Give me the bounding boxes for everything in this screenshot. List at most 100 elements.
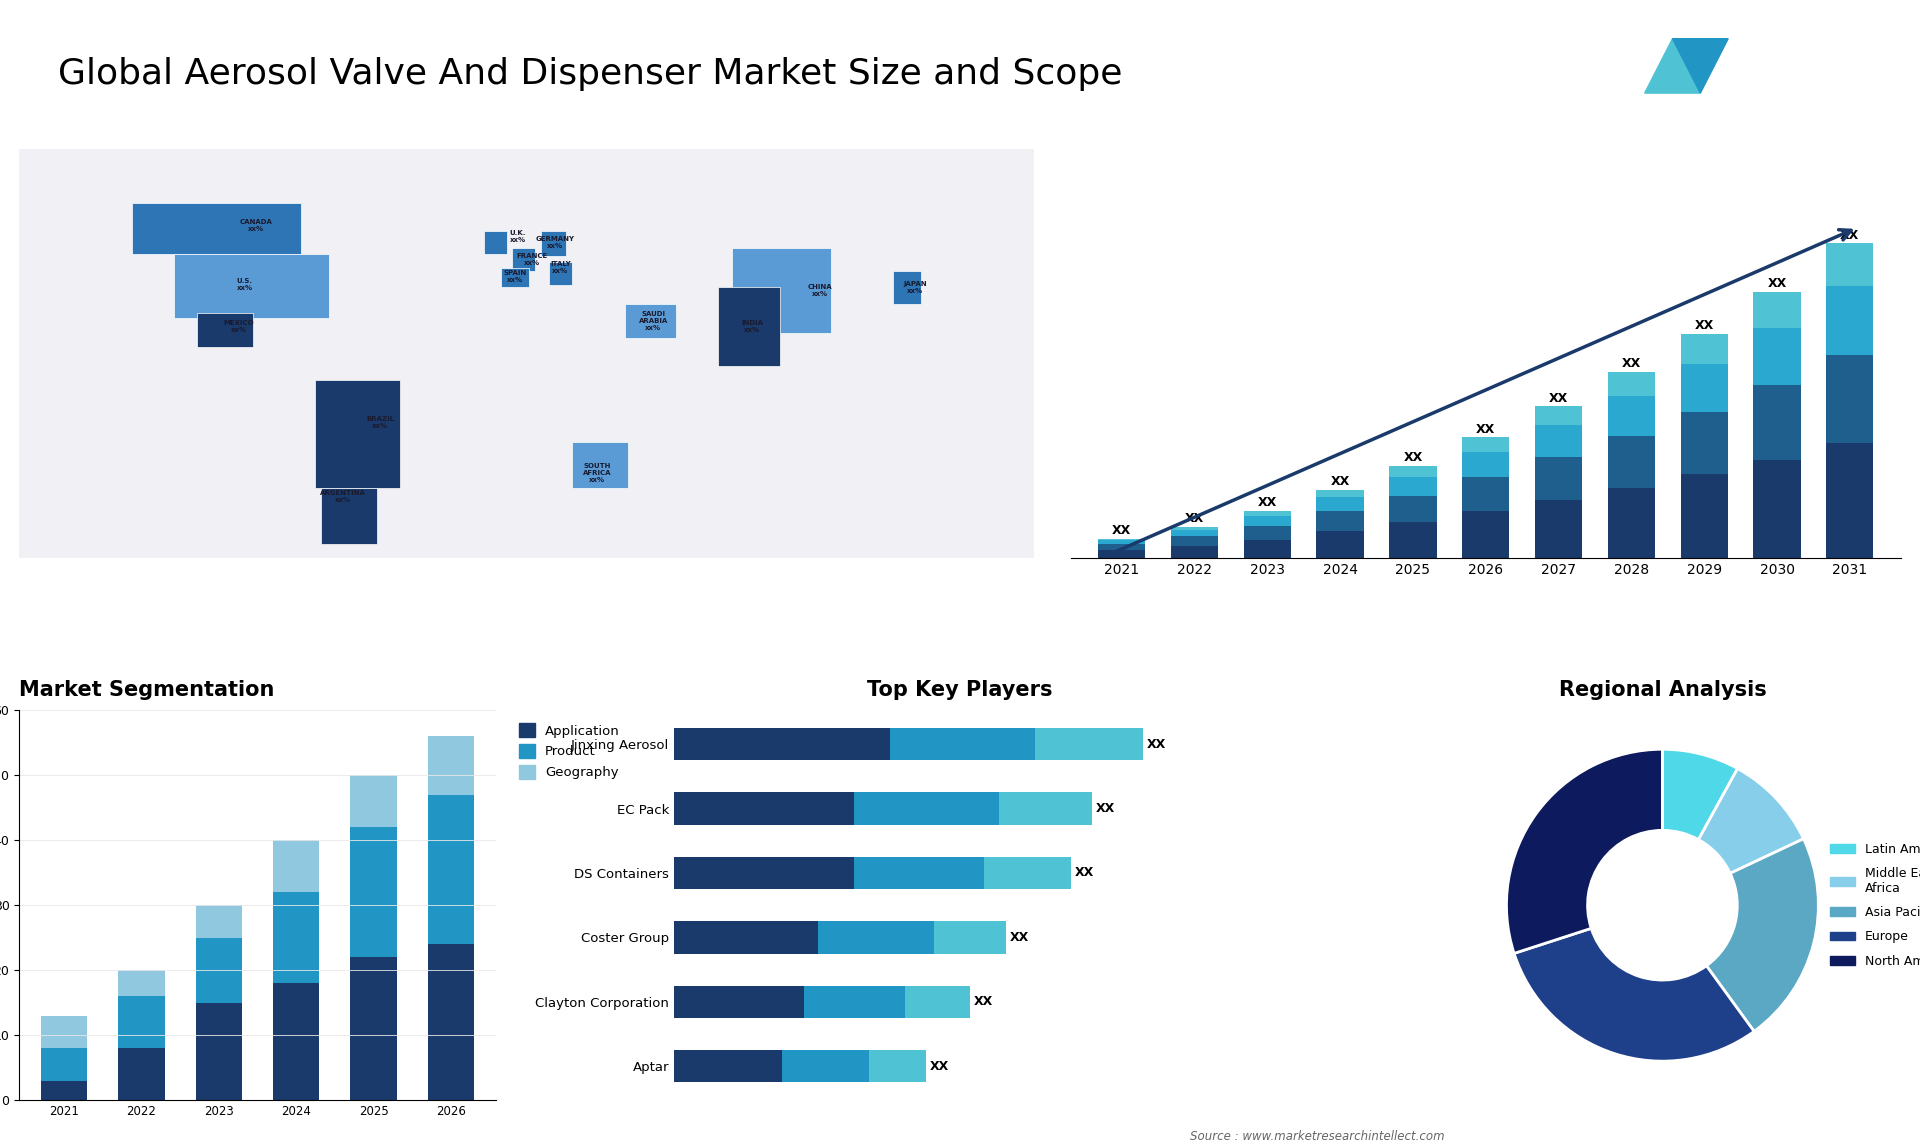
Bar [119,1049,165,1100]
Bar [1680,411,1728,474]
Bar [1171,527,1217,531]
Text: XX: XX [1010,931,1029,944]
Bar [40,1081,86,1100]
Bar [273,893,319,983]
Bar [40,1049,86,1081]
Text: XX: XX [1695,319,1715,332]
Bar [40,1015,86,1049]
Text: XX: XX [1075,866,1094,879]
Bar [1680,474,1728,558]
Text: SPAIN
xx%: SPAIN xx% [503,269,526,283]
Bar [904,986,970,1018]
Bar [1317,511,1363,531]
Bar [674,728,891,760]
Wedge shape [1707,839,1818,1031]
Bar [428,736,474,794]
Bar [484,231,507,253]
Wedge shape [1515,928,1755,1061]
Bar [1607,488,1655,558]
Bar [1171,536,1217,545]
Bar [1461,477,1509,511]
Bar [1035,728,1142,760]
Bar [351,957,397,1100]
Bar [868,1050,927,1083]
Text: ITALY
xx%: ITALY xx% [549,261,570,274]
Bar [1826,442,1874,558]
Text: GERMANY
xx%: GERMANY xx% [536,236,574,249]
Bar [626,305,676,338]
Bar [732,248,831,332]
Text: U.S.
xx%: U.S. xx% [236,278,253,291]
Bar [674,857,854,889]
Bar [513,248,536,270]
Bar [1461,511,1509,558]
Bar [1753,460,1801,558]
Bar [674,986,804,1018]
Bar [1390,477,1436,496]
Text: XX: XX [1112,524,1131,537]
Bar [1098,541,1146,544]
Bar [1461,438,1509,452]
Polygon shape [1672,39,1728,93]
Bar [1826,355,1874,442]
Text: XX: XX [1476,423,1496,435]
Bar [893,270,922,305]
Text: XX: XX [1146,738,1165,751]
Bar [1753,291,1801,328]
Bar [196,1003,242,1100]
Bar [119,996,165,1049]
Text: MARKET: MARKET [1755,50,1797,60]
Bar [351,827,397,957]
Text: ARGENTINA
xx%: ARGENTINA xx% [321,489,367,502]
Wedge shape [1663,749,1738,840]
Bar [132,203,301,253]
Text: XX: XX [1185,512,1204,525]
Bar [1534,425,1582,457]
Text: Global Aerosol Valve And Dispenser Market Size and Scope: Global Aerosol Valve And Dispenser Marke… [58,57,1121,92]
Bar [196,905,242,937]
Bar [175,253,328,319]
Bar [428,794,474,944]
Text: XX: XX [973,996,993,1008]
Bar [854,857,985,889]
Polygon shape [1645,39,1701,93]
Bar [1534,407,1582,425]
Text: MEXICO
xx%: MEXICO xx% [225,321,253,333]
Text: INTELLECT: INTELLECT [1749,94,1803,103]
Text: Source : www.marketresearchintellect.com: Source : www.marketresearchintellect.com [1190,1130,1446,1144]
Bar [572,442,628,487]
Wedge shape [1507,749,1663,953]
Bar [1244,517,1290,526]
Bar [804,986,904,1018]
Bar [1534,500,1582,558]
Bar [1826,243,1874,286]
Bar [1390,523,1436,558]
Bar [273,840,319,893]
Bar [718,288,780,367]
Text: XX: XX [1549,392,1569,405]
Bar [1753,328,1801,385]
Text: JAPAN
xx%: JAPAN xx% [904,281,927,295]
Bar [781,1050,868,1083]
Text: U.K.
xx%: U.K. xx% [511,230,526,243]
Bar [351,775,397,827]
Bar [1098,550,1146,558]
Wedge shape [1699,769,1803,873]
Text: BRAZIL
xx%: BRAZIL xx% [367,416,394,430]
Bar [1244,540,1290,558]
Bar [273,983,319,1100]
Bar [1534,457,1582,500]
Text: RESEARCH: RESEARCH [1749,72,1803,81]
Bar [1607,397,1655,435]
Text: CHINA
xx%: CHINA xx% [806,284,831,297]
Text: XX: XX [1258,496,1277,510]
Text: XX: XX [1331,476,1350,488]
Text: FRANCE
xx%: FRANCE xx% [516,253,547,266]
Bar [891,728,1035,760]
Bar [428,944,474,1100]
Bar [998,792,1092,825]
Title: Top Key Players: Top Key Players [868,681,1052,700]
Text: XX: XX [1839,229,1859,242]
Title: Regional Analysis: Regional Analysis [1559,681,1766,700]
Legend: Application, Product, Geography: Application, Product, Geography [513,717,626,786]
